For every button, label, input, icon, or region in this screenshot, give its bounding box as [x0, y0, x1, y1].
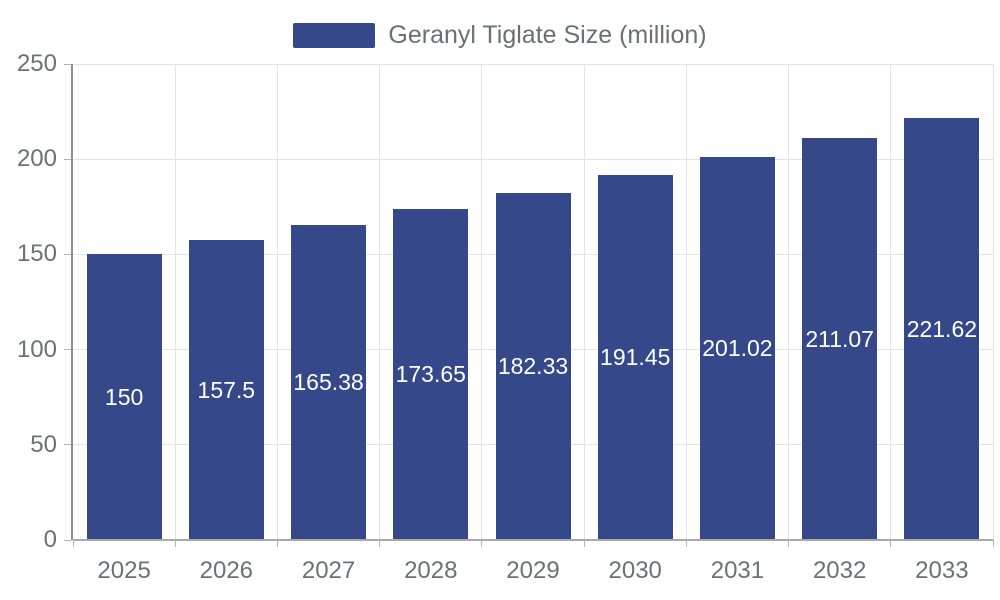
x-axis-tick: [276, 540, 278, 547]
bar[interactable]: 221.62: [904, 118, 980, 540]
gridline-vertical: [276, 64, 278, 540]
y-axis-label: 250: [16, 50, 57, 77]
bar[interactable]: 173.65: [393, 209, 469, 540]
x-axis-label: 2031: [710, 557, 765, 584]
x-axis-label: 2026: [199, 557, 254, 584]
gridline-vertical: [379, 64, 381, 540]
legend[interactable]: Geranyl Tiglate Size (million): [0, 21, 1000, 50]
bar-value-label: 165.38: [293, 369, 364, 396]
y-axis-tick: [64, 158, 71, 160]
bar[interactable]: 150: [86, 254, 162, 540]
x-axis-tick: [583, 540, 585, 547]
y-axis-label: 50: [30, 430, 57, 458]
y-axis-label: 0: [43, 526, 57, 553]
legend-label: Geranyl Tiglate Size (million): [388, 21, 707, 49]
gridline-horizontal: [73, 158, 993, 160]
gridline-vertical: [788, 64, 790, 540]
bar-value-label: 201.02: [702, 335, 773, 362]
y-axis-label: 150: [16, 240, 57, 268]
bar-value-label: 182.33: [497, 352, 569, 379]
bar-value-label: 173.65: [395, 361, 466, 388]
y-axis-tick: [64, 539, 71, 541]
y-axis-tick: [64, 349, 71, 351]
gridline-horizontal: [73, 63, 993, 65]
legend-swatch: [293, 23, 376, 48]
x-axis-tick: [890, 540, 892, 547]
y-axis-tick: [64, 63, 71, 65]
gridline-vertical: [685, 64, 687, 540]
bar[interactable]: 157.5: [188, 240, 264, 540]
x-axis-tick: [481, 540, 483, 547]
x-axis-tick: [72, 540, 74, 547]
x-axis-label: 2029: [506, 557, 560, 584]
bar-value-label: 157.5: [197, 376, 256, 403]
x-axis-tick: [685, 540, 687, 547]
x-axis-tick: [174, 540, 176, 547]
y-axis-tick: [64, 444, 71, 446]
y-axis-line: [71, 64, 73, 540]
x-axis-label: 2027: [301, 557, 356, 584]
y-axis-label: 200: [16, 145, 57, 173]
bar-value-label: 221.62: [906, 315, 978, 342]
gridline-vertical: [890, 64, 892, 540]
gridline-vertical: [583, 64, 585, 540]
bar[interactable]: 211.07: [802, 138, 878, 540]
bar-value-label: 150: [104, 383, 144, 410]
gridline-vertical: [992, 64, 994, 540]
bar-value-label: 191.45: [600, 344, 671, 371]
x-axis-tick: [379, 540, 381, 547]
x-axis-label: 2032: [812, 557, 867, 584]
y-axis-tick: [64, 253, 71, 255]
bar[interactable]: 201.02: [699, 157, 775, 540]
x-axis-label: 2030: [608, 557, 662, 584]
x-axis-tick: [788, 540, 790, 547]
bar[interactable]: 191.45: [597, 175, 673, 540]
x-axis-line: [73, 539, 993, 541]
x-axis-tick: [992, 540, 994, 547]
x-axis-label: 2028: [404, 557, 458, 584]
gridline-vertical: [174, 64, 176, 540]
y-axis-label: 100: [16, 335, 57, 363]
bar-value-label: 211.07: [805, 325, 874, 352]
bar[interactable]: 182.33: [495, 192, 571, 540]
x-axis-label: 2033: [915, 557, 969, 584]
x-axis-label: 2025: [97, 557, 151, 584]
bar[interactable]: 165.38: [291, 225, 367, 540]
gridline-vertical: [481, 64, 483, 540]
